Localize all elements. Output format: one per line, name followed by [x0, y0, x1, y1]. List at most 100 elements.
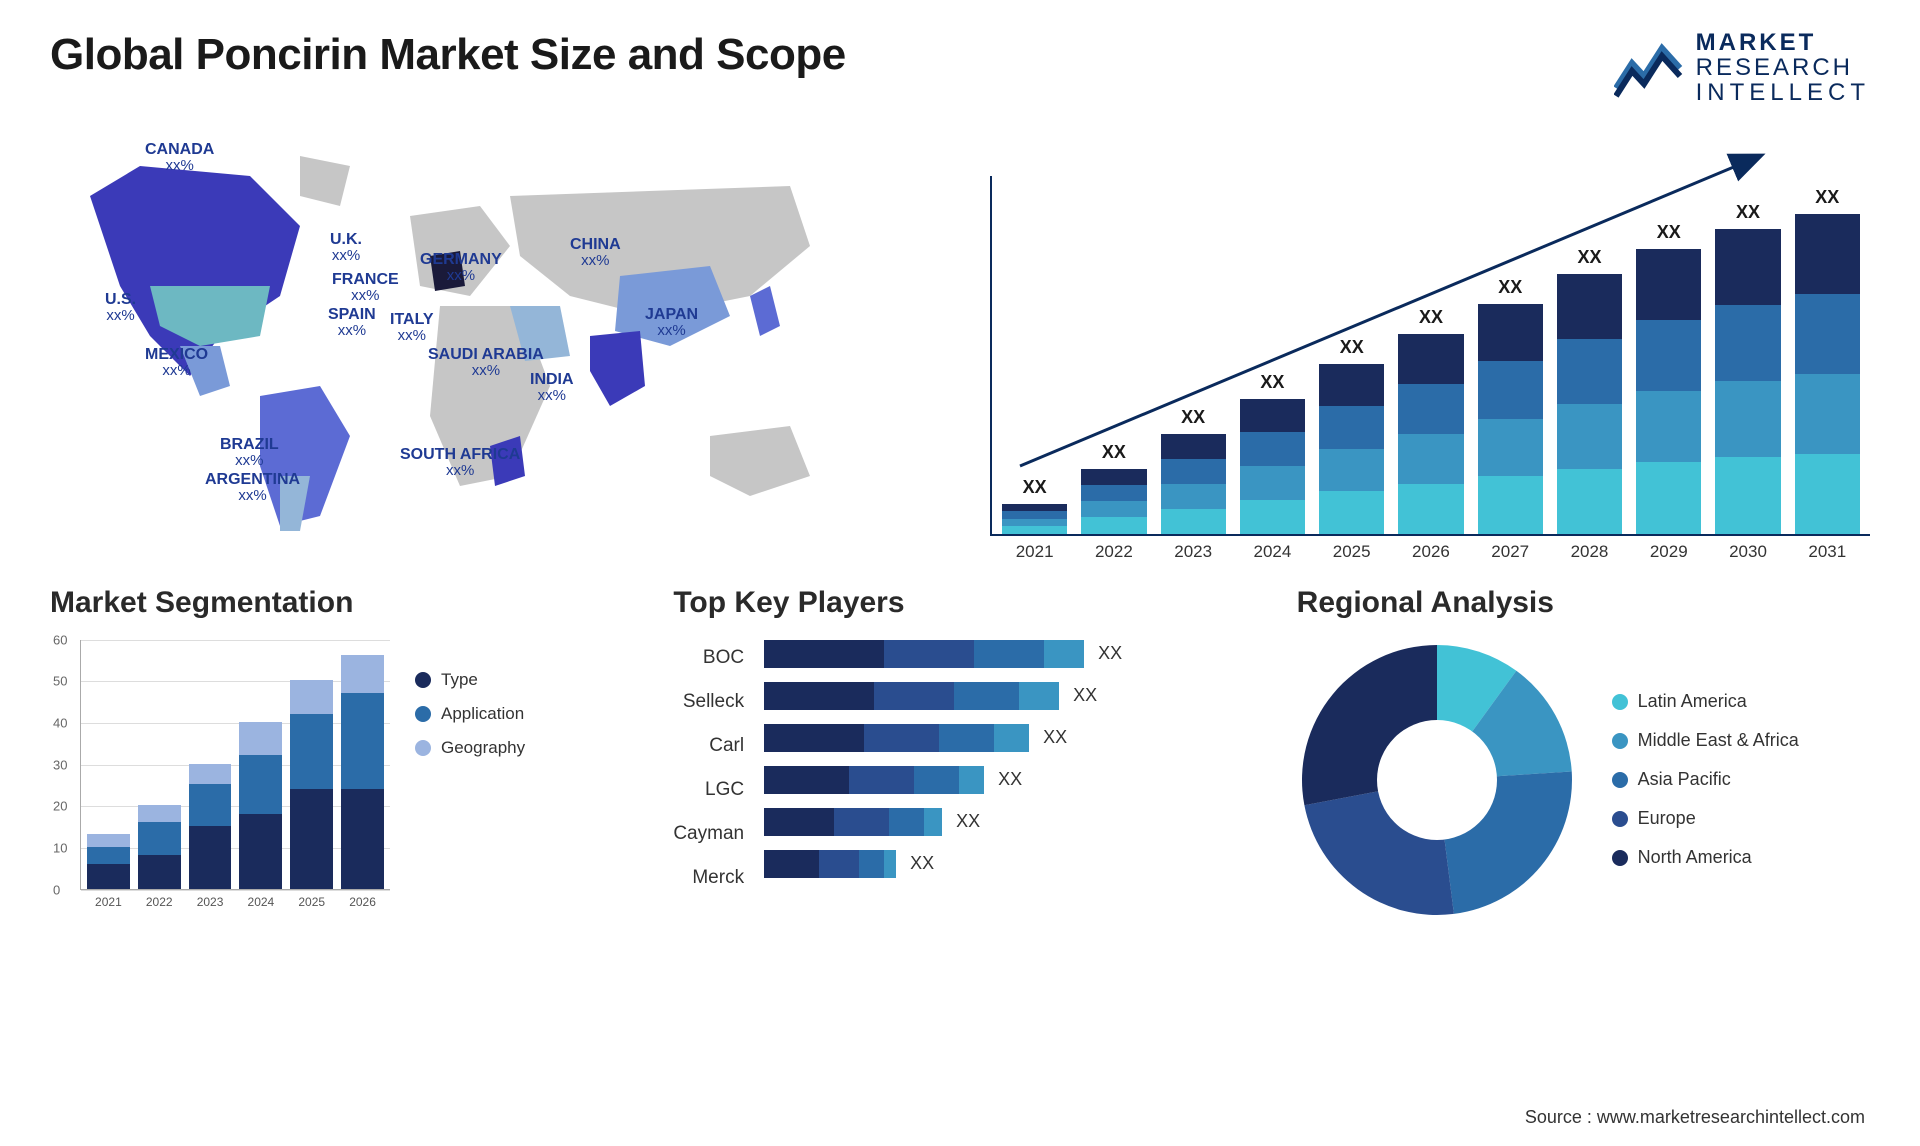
- kp-bar-row: XX: [764, 766, 1247, 794]
- legend-dot-icon: [1612, 772, 1628, 788]
- growth-bar-column: XX2027: [1478, 176, 1543, 534]
- growth-bar-column: XX2028: [1557, 176, 1622, 534]
- seg-bar-column: 2021: [87, 640, 130, 889]
- kp-bar-row: XX: [764, 724, 1247, 752]
- growth-bar-year: 2025: [1333, 542, 1371, 562]
- growth-bar-column: XX2024: [1240, 176, 1305, 534]
- seg-bar-year: 2024: [248, 895, 275, 909]
- seg-legend-label: Type: [441, 670, 478, 690]
- growth-bar-value: XX: [1657, 222, 1681, 243]
- regional-legend-item: North America: [1612, 847, 1799, 868]
- growth-bar-year: 2026: [1412, 542, 1450, 562]
- page-title: Global Poncirin Market Size and Scope: [50, 30, 846, 80]
- kp-bar-value: XX: [956, 811, 980, 832]
- seg-legend-label: Application: [441, 704, 524, 724]
- regional-legend-label: Asia Pacific: [1638, 769, 1731, 790]
- brand-line1: MARKET: [1696, 30, 1870, 55]
- seg-bar-column: 2026: [341, 640, 384, 889]
- seg-ytick: 30: [53, 757, 67, 772]
- growth-bar-year: 2024: [1254, 542, 1292, 562]
- kp-player-name: BOC: [703, 644, 744, 672]
- growth-bar-year: 2021: [1016, 542, 1054, 562]
- map-label: MEXICOxx%: [145, 346, 208, 380]
- legend-dot-icon: [1612, 733, 1628, 749]
- seg-legend-label: Geography: [441, 738, 525, 758]
- legend-dot-icon: [415, 672, 431, 688]
- seg-ytick: 10: [53, 840, 67, 855]
- regional-legend-label: Middle East & Africa: [1638, 730, 1799, 751]
- regional-legend-item: Latin America: [1612, 691, 1799, 712]
- brand-line2: RESEARCH: [1696, 55, 1870, 80]
- seg-legend-item: Geography: [415, 738, 525, 758]
- growth-bar-column: XX2026: [1398, 176, 1463, 534]
- seg-ytick: 50: [53, 674, 67, 689]
- growth-bar-year: 2023: [1174, 542, 1212, 562]
- seg-bar-year: 2026: [349, 895, 376, 909]
- seg-bar-column: 2024: [239, 640, 282, 889]
- kp-bar-value: XX: [1073, 685, 1097, 706]
- brand-mark-icon: [1614, 38, 1684, 98]
- legend-dot-icon: [415, 740, 431, 756]
- seg-bar-year: 2025: [298, 895, 325, 909]
- map-label: FRANCExx%: [332, 271, 399, 305]
- map-label: BRAZILxx%: [220, 436, 279, 470]
- kp-bar-row: XX: [764, 682, 1247, 710]
- growth-bar-year: 2029: [1650, 542, 1688, 562]
- seg-bar-column: 2025: [290, 640, 333, 889]
- legend-dot-icon: [1612, 850, 1628, 866]
- map-label: SOUTH AFRICAxx%: [400, 446, 520, 480]
- map-label: INDIAxx%: [530, 371, 574, 405]
- regional-title: Regional Analysis: [1297, 586, 1870, 620]
- growth-bar-column: XX2025: [1319, 176, 1384, 534]
- seg-bar-year: 2021: [95, 895, 122, 909]
- map-label: CHINAxx%: [570, 236, 621, 270]
- growth-bar-year: 2030: [1729, 542, 1767, 562]
- growth-bar-year: 2028: [1571, 542, 1609, 562]
- growth-bar-column: XX2031: [1795, 176, 1860, 534]
- seg-bar-year: 2023: [197, 895, 224, 909]
- map-label: GERMANYxx%: [420, 251, 502, 285]
- growth-bar-value: XX: [1577, 247, 1601, 268]
- kp-bar-value: XX: [998, 769, 1022, 790]
- growth-bar-column: XX2021: [1002, 176, 1067, 534]
- growth-bar-value: XX: [1419, 307, 1443, 328]
- kp-player-name: LGC: [705, 776, 744, 804]
- kp-player-name: Cayman: [673, 820, 744, 848]
- seg-legend-item: Application: [415, 704, 525, 724]
- growth-bar-column: XX2029: [1636, 176, 1701, 534]
- kp-player-name: Merck: [692, 864, 744, 892]
- regional-legend: Latin America Middle East & Africa Asia Pa…: [1612, 691, 1799, 868]
- regional-legend-item: Middle East & Africa: [1612, 730, 1799, 751]
- growth-bar-column: XX2023: [1161, 176, 1226, 534]
- seg-ytick: 0: [53, 882, 60, 897]
- growth-bar-value: XX: [1736, 202, 1760, 223]
- source-text: Source : www.marketresearchintellect.com: [1525, 1107, 1865, 1128]
- key-players-panel: Top Key Players BOCSelleckCarlLGCCaymanM…: [673, 586, 1246, 920]
- kp-bar-row: XX: [764, 850, 1247, 878]
- kp-bar-row: XX: [764, 808, 1247, 836]
- map-label: CANADAxx%: [145, 141, 214, 175]
- seg-ytick: 40: [53, 715, 67, 730]
- growth-bar-column: XX2030: [1715, 176, 1780, 534]
- growth-bar-value: XX: [1340, 337, 1364, 358]
- regional-legend-item: Asia Pacific: [1612, 769, 1799, 790]
- map-label: JAPANxx%: [645, 306, 698, 340]
- regional-legend-label: North America: [1638, 847, 1752, 868]
- seg-ytick: 60: [53, 632, 67, 647]
- segmentation-title: Market Segmentation: [50, 586, 623, 620]
- segmentation-panel: Market Segmentation 01020304050602021202…: [50, 586, 623, 920]
- brand-logo: MARKET RESEARCH INTELLECT: [1614, 30, 1870, 106]
- legend-dot-icon: [1612, 694, 1628, 710]
- kp-player-name: Selleck: [683, 688, 744, 716]
- seg-legend-item: Type: [415, 670, 525, 690]
- regional-panel: Regional Analysis Latin America Middle Ea…: [1297, 586, 1870, 920]
- kp-bar-value: XX: [1098, 643, 1122, 664]
- growth-bar-value: XX: [1260, 372, 1284, 393]
- growth-chart-panel: XX2021XX2022XX2023XX2024XX2025XX2026XX20…: [990, 136, 1870, 536]
- seg-bar-column: 2023: [189, 640, 232, 889]
- growth-bar-value: XX: [1498, 277, 1522, 298]
- regional-donut: [1297, 640, 1577, 920]
- regional-legend-item: Europe: [1612, 808, 1799, 829]
- seg-bar-year: 2022: [146, 895, 173, 909]
- map-label: SPAINxx%: [328, 306, 376, 340]
